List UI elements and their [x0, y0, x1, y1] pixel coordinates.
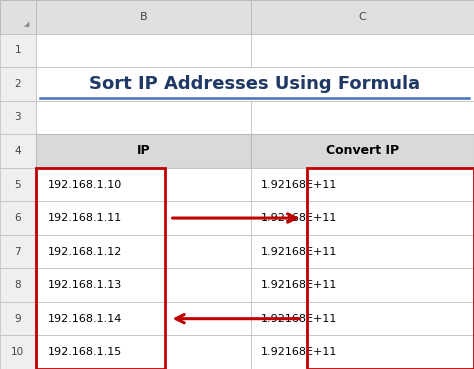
Bar — [251, 201, 474, 235]
Bar — [36, 168, 251, 201]
Bar — [0, 134, 36, 168]
Bar — [251, 335, 474, 369]
Bar — [251, 34, 474, 67]
Bar — [36, 335, 251, 369]
Bar — [0, 0, 36, 34]
Text: 192.168.1.14: 192.168.1.14 — [47, 314, 122, 324]
Bar — [36, 101, 251, 134]
Text: 1.92168E+11: 1.92168E+11 — [261, 213, 337, 223]
Bar — [0, 235, 36, 268]
Text: 1.92168E+11: 1.92168E+11 — [261, 246, 337, 256]
Text: 7: 7 — [15, 246, 21, 256]
Bar — [251, 268, 474, 302]
Text: 1.92168E+11: 1.92168E+11 — [261, 347, 337, 357]
Bar — [36, 67, 251, 101]
Text: 192.168.1.10: 192.168.1.10 — [47, 179, 122, 190]
Bar — [36, 201, 251, 235]
Bar — [36, 201, 251, 235]
Bar — [0, 335, 36, 369]
Bar — [251, 335, 474, 369]
Bar — [36, 168, 251, 201]
Text: 192.168.1.13: 192.168.1.13 — [47, 280, 122, 290]
Text: 1.92168E+11: 1.92168E+11 — [261, 280, 337, 290]
Bar — [251, 268, 474, 302]
Bar — [251, 201, 474, 235]
Bar — [251, 0, 474, 34]
Bar — [0, 201, 36, 235]
Bar — [36, 268, 251, 302]
Text: C: C — [359, 12, 366, 22]
Bar — [251, 101, 474, 134]
Bar — [36, 134, 251, 168]
Text: 3: 3 — [15, 113, 21, 123]
Text: B: B — [139, 12, 147, 22]
Text: Sort IP Addresses Using Formula: Sort IP Addresses Using Formula — [89, 75, 420, 93]
Bar — [251, 168, 474, 201]
Bar — [251, 67, 474, 101]
Bar — [36, 268, 251, 302]
Bar — [251, 134, 474, 168]
Text: 2: 2 — [15, 79, 21, 89]
Bar — [251, 168, 474, 201]
Text: 4: 4 — [15, 146, 21, 156]
Bar — [0, 302, 36, 335]
Text: 1: 1 — [15, 45, 21, 55]
Text: Convert IP: Convert IP — [326, 144, 399, 158]
Text: 6: 6 — [15, 213, 21, 223]
Bar — [0, 34, 36, 67]
Bar — [36, 134, 251, 168]
Bar — [36, 235, 251, 268]
Bar — [36, 302, 251, 335]
Bar — [0, 101, 36, 134]
Bar — [36, 67, 474, 101]
Bar — [251, 302, 474, 335]
Bar — [0, 67, 36, 101]
Text: 10: 10 — [11, 347, 24, 357]
Bar — [307, 168, 474, 369]
Text: ◢: ◢ — [24, 21, 29, 27]
Bar — [36, 168, 165, 369]
Text: 192.168.1.11: 192.168.1.11 — [47, 213, 122, 223]
Text: 8: 8 — [15, 280, 21, 290]
Bar — [36, 335, 251, 369]
Bar — [0, 168, 36, 201]
Bar — [36, 302, 251, 335]
Text: 5: 5 — [15, 179, 21, 190]
Text: 9: 9 — [15, 314, 21, 324]
Bar — [36, 34, 251, 67]
Text: 1.92168E+11: 1.92168E+11 — [261, 314, 337, 324]
Text: 1.92168E+11: 1.92168E+11 — [261, 179, 337, 190]
Bar — [36, 235, 251, 268]
Text: IP: IP — [137, 144, 150, 158]
Bar — [0, 268, 36, 302]
Bar — [251, 235, 474, 268]
Text: exceldemy: exceldemy — [216, 356, 258, 365]
Text: 192.168.1.12: 192.168.1.12 — [47, 246, 122, 256]
Bar — [36, 0, 251, 34]
Bar — [251, 134, 474, 168]
Bar — [251, 302, 474, 335]
Text: 192.168.1.15: 192.168.1.15 — [47, 347, 122, 357]
Bar — [251, 235, 474, 268]
